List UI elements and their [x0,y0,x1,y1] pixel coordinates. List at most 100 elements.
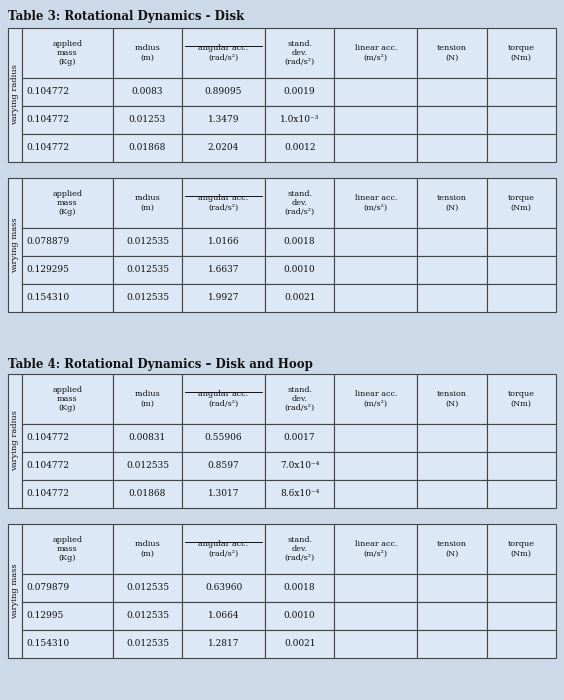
Bar [182,228,265,256]
Text: 0.012535: 0.012535 [126,293,169,302]
Bar [113,374,182,424]
Bar [334,78,417,106]
Text: torque
(Nm): torque (Nm) [508,195,535,211]
Bar [334,602,417,630]
Bar [182,452,265,480]
Bar [417,602,487,630]
Bar [334,452,417,480]
Bar [417,574,487,602]
Text: linear acc.
(m/s²): linear acc. (m/s²) [355,391,397,407]
Text: 0.078879: 0.078879 [26,237,69,246]
Bar [334,106,417,134]
Bar [182,134,265,162]
Text: 0.63960: 0.63960 [205,584,242,592]
Bar [113,178,182,228]
Text: Table 4: Rotational Dynamics – Disk and Hoop: Table 4: Rotational Dynamics – Disk and … [8,358,313,371]
Text: 0.104772: 0.104772 [26,116,69,125]
Bar [22,256,113,284]
Bar [22,524,113,574]
Bar [182,106,265,134]
Bar [182,424,265,452]
Bar [113,480,182,508]
Text: linear acc.
(m/s²): linear acc. (m/s²) [355,195,397,211]
Text: 0.0083: 0.0083 [132,88,163,97]
Text: 0.0012: 0.0012 [284,144,315,153]
Bar [113,602,182,630]
Bar [334,228,417,256]
Bar [265,452,334,480]
Text: tension
(N): tension (N) [437,540,467,558]
Bar [334,424,417,452]
Bar [334,524,417,574]
Bar [487,28,556,78]
Bar [113,134,182,162]
Text: 0.154310: 0.154310 [26,293,69,302]
Text: linear acc.
(m/s²): linear acc. (m/s²) [355,540,397,558]
Text: 0.89095: 0.89095 [205,88,243,97]
Bar [182,480,265,508]
Text: angular acc.
(rad/s²): angular acc. (rad/s²) [199,391,249,407]
Bar [334,374,417,424]
Text: 1.0166: 1.0166 [208,237,239,246]
Text: 0.0017: 0.0017 [284,433,315,442]
Text: 0.55906: 0.55906 [205,433,243,442]
Bar [265,602,334,630]
Text: 0.0019: 0.0019 [284,88,315,97]
Text: torque
(Nm): torque (Nm) [508,44,535,62]
Text: 0.01253: 0.01253 [129,116,166,125]
Bar [334,630,417,658]
Bar [417,178,487,228]
Text: stand.
dev.
(rad/s²): stand. dev. (rad/s²) [285,190,315,216]
Text: radius
(m): radius (m) [135,391,160,407]
Bar [334,178,417,228]
Text: varying mass: varying mass [11,217,19,273]
Bar [487,284,556,312]
Bar [265,178,334,228]
Text: angular acc.
(rad/s²): angular acc. (rad/s²) [199,540,249,558]
Bar [182,574,265,602]
Bar [8,28,22,162]
Bar [182,178,265,228]
Bar [487,524,556,574]
Bar [22,452,113,480]
Bar [417,524,487,574]
Text: linear acc.
(m/s²): linear acc. (m/s²) [355,44,397,62]
Text: applied
mass
(Kg): applied mass (Kg) [52,386,82,412]
Text: varying mass: varying mass [11,564,19,619]
Bar [487,256,556,284]
Text: 0.12995: 0.12995 [26,612,63,620]
Bar [417,284,487,312]
Bar [113,574,182,602]
Text: tension
(N): tension (N) [437,44,467,62]
Bar [265,256,334,284]
Text: 1.3479: 1.3479 [208,116,239,125]
Bar [8,374,22,508]
Bar [22,106,113,134]
Bar [182,602,265,630]
Text: tension
(N): tension (N) [437,195,467,211]
Text: 0.104772: 0.104772 [26,489,69,498]
Bar [265,134,334,162]
Bar [22,228,113,256]
Text: 0.012535: 0.012535 [126,640,169,648]
Bar [113,256,182,284]
Bar [417,28,487,78]
Text: 0.0010: 0.0010 [284,265,315,274]
Text: radius
(m): radius (m) [135,540,160,558]
Bar [487,78,556,106]
Bar [182,284,265,312]
Bar [265,28,334,78]
Text: stand.
dev.
(rad/s²): stand. dev. (rad/s²) [285,40,315,66]
Bar [22,630,113,658]
Bar [22,574,113,602]
Text: varying radius: varying radius [11,64,19,125]
Text: 2.0204: 2.0204 [208,144,239,153]
Bar [22,284,113,312]
Text: stand.
dev.
(rad/s²): stand. dev. (rad/s²) [285,536,315,562]
Text: torque
(Nm): torque (Nm) [508,391,535,407]
Bar [113,424,182,452]
Bar [265,524,334,574]
Text: 0.079879: 0.079879 [26,584,69,592]
Bar [487,374,556,424]
Bar [182,256,265,284]
